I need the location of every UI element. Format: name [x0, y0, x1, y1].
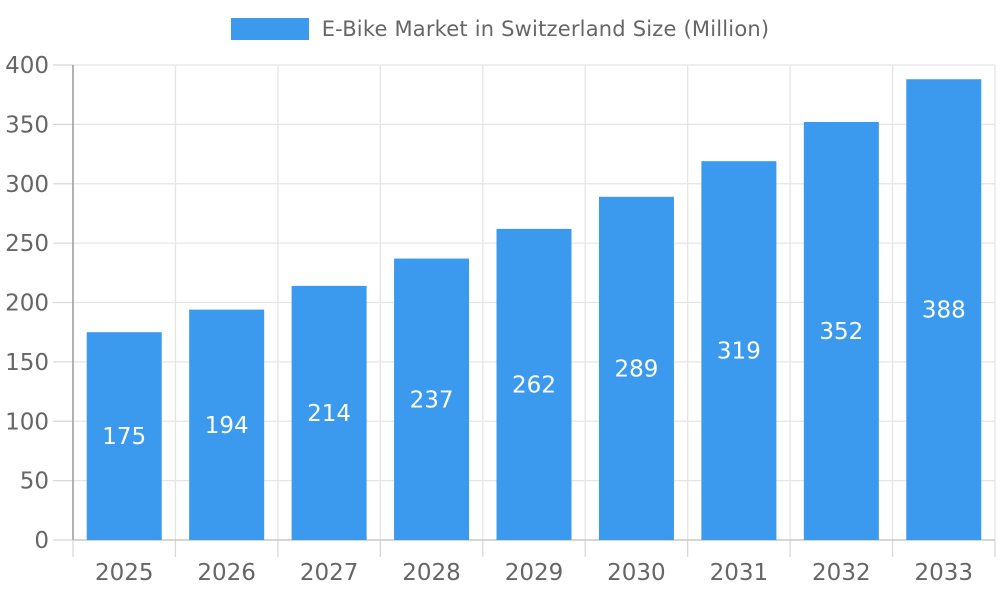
bar-2030[interactable]: [598, 196, 674, 540]
y-axis-label: 150: [5, 350, 49, 376]
legend-marker: [230, 18, 309, 40]
y-axis-label: 250: [5, 231, 49, 257]
bar-2032[interactable]: [803, 122, 879, 540]
bar-value-label: 214: [307, 401, 351, 427]
y-axis-label: 50: [20, 469, 49, 495]
x-axis-label: 2033: [915, 560, 974, 586]
bar-2033[interactable]: [906, 79, 982, 540]
bar-value-label: 352: [819, 319, 863, 345]
x-axis-label: 2025: [95, 560, 154, 586]
bar-value-label: 175: [102, 424, 146, 450]
x-axis-label: 2031: [710, 560, 769, 586]
bar-value-label: 319: [717, 339, 761, 365]
x-axis-label: 2032: [812, 560, 871, 586]
bar-2027[interactable]: [291, 285, 367, 540]
bar-2025[interactable]: [86, 332, 162, 540]
bar-2031[interactable]: [701, 161, 777, 540]
x-axis-label: 2029: [505, 560, 564, 586]
bar-2029[interactable]: [496, 228, 572, 540]
y-axis-label: 0: [34, 528, 49, 554]
y-axis-label: 400: [5, 53, 49, 79]
y-axis-label: 200: [5, 291, 49, 317]
x-axis-label: 2027: [300, 560, 359, 586]
bar-value-label: 237: [410, 387, 454, 413]
bar-2026[interactable]: [189, 309, 265, 540]
x-axis-label: 2028: [402, 560, 461, 586]
x-axis-label: 2030: [607, 560, 666, 586]
chart-legend[interactable]: E-Bike Market in Switzerland Size (Milli…: [0, 17, 1000, 41]
bar-value-label: 388: [922, 298, 966, 324]
bar-2028[interactable]: [394, 258, 470, 540]
y-axis-label: 100: [5, 409, 49, 435]
bar-value-label: 289: [614, 356, 658, 382]
x-axis-label: 2026: [197, 560, 256, 586]
bar-value-label: 262: [512, 372, 556, 398]
legend-label: E-Bike Market in Switzerland Size (Milli…: [321, 17, 770, 41]
bar-value-label: 194: [205, 413, 249, 439]
y-axis-label: 300: [5, 172, 49, 198]
y-axis-label: 350: [5, 112, 49, 138]
